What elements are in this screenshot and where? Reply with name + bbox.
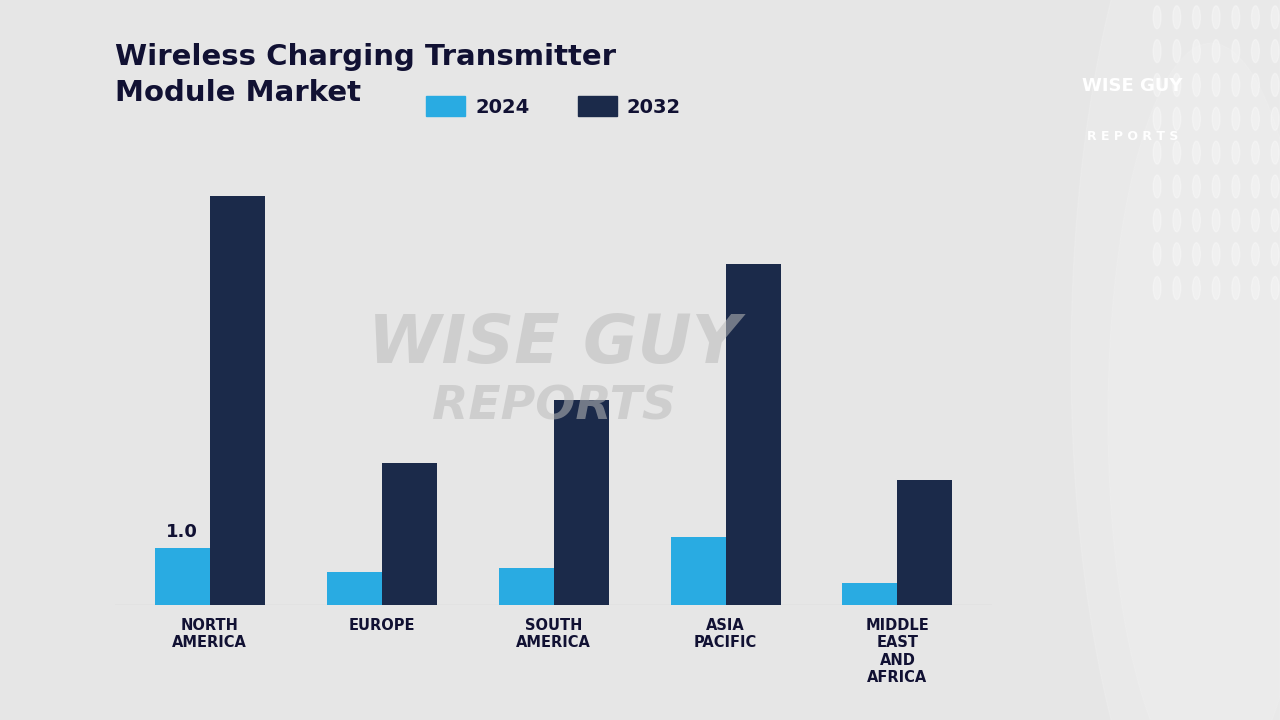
Circle shape: [1252, 107, 1260, 130]
Circle shape: [1212, 73, 1220, 96]
Circle shape: [1252, 40, 1260, 63]
Circle shape: [1153, 40, 1161, 63]
Bar: [499, 568, 554, 605]
Bar: [842, 583, 897, 605]
Circle shape: [1193, 209, 1201, 232]
Circle shape: [1193, 40, 1201, 63]
Circle shape: [1252, 276, 1260, 300]
Circle shape: [1271, 107, 1279, 130]
Circle shape: [1172, 209, 1180, 232]
Text: R E P O R T S: R E P O R T S: [1087, 130, 1178, 143]
Circle shape: [1252, 175, 1260, 198]
Circle shape: [1153, 73, 1161, 96]
Circle shape: [1212, 243, 1220, 266]
Circle shape: [1231, 73, 1240, 96]
Circle shape: [1271, 141, 1279, 164]
Circle shape: [1231, 175, 1240, 198]
Bar: [326, 572, 381, 605]
Circle shape: [1193, 175, 1201, 198]
Text: WISE GUY: WISE GUY: [1083, 77, 1183, 95]
Bar: [671, 536, 726, 605]
Circle shape: [1271, 40, 1279, 63]
Circle shape: [1271, 6, 1279, 29]
Circle shape: [1231, 107, 1240, 130]
Text: REPORTS: REPORTS: [431, 384, 676, 430]
Circle shape: [1252, 73, 1260, 96]
Circle shape: [1153, 243, 1161, 266]
Circle shape: [1271, 175, 1279, 198]
Circle shape: [1172, 6, 1180, 29]
Circle shape: [1212, 6, 1220, 29]
Circle shape: [1172, 40, 1180, 63]
Circle shape: [1231, 6, 1240, 29]
Circle shape: [1193, 243, 1201, 266]
Circle shape: [1252, 6, 1260, 29]
Circle shape: [1172, 107, 1180, 130]
Circle shape: [1212, 40, 1220, 63]
Bar: [210, 196, 265, 605]
Circle shape: [1271, 73, 1279, 96]
Bar: [554, 400, 608, 605]
Circle shape: [1193, 141, 1201, 164]
Circle shape: [1271, 276, 1279, 300]
Circle shape: [1172, 73, 1180, 96]
Circle shape: [1252, 141, 1260, 164]
Circle shape: [1231, 243, 1240, 266]
Circle shape: [1231, 141, 1240, 164]
Circle shape: [1231, 40, 1240, 63]
Circle shape: [1271, 243, 1279, 266]
Bar: [155, 548, 210, 605]
Circle shape: [1153, 6, 1161, 29]
Bar: [897, 480, 952, 605]
Circle shape: [1252, 209, 1260, 232]
Circle shape: [1193, 73, 1201, 96]
Circle shape: [1172, 243, 1180, 266]
Circle shape: [1193, 107, 1201, 130]
Circle shape: [1153, 175, 1161, 198]
Circle shape: [1212, 107, 1220, 130]
Circle shape: [1193, 276, 1201, 300]
Legend: 2024, 2032: 2024, 2032: [419, 89, 689, 125]
Circle shape: [1271, 209, 1279, 232]
Circle shape: [1172, 276, 1180, 300]
Circle shape: [1212, 209, 1220, 232]
Bar: [726, 264, 781, 605]
Circle shape: [1153, 276, 1161, 300]
Circle shape: [1172, 141, 1180, 164]
Circle shape: [1212, 141, 1220, 164]
Circle shape: [1193, 6, 1201, 29]
Circle shape: [1153, 107, 1161, 130]
Text: Wireless Charging Transmitter
Module Market: Wireless Charging Transmitter Module Mar…: [115, 43, 616, 107]
Circle shape: [1212, 175, 1220, 198]
Text: WISE GUY: WISE GUY: [367, 311, 740, 377]
Text: 1.0: 1.0: [166, 523, 198, 541]
Circle shape: [1212, 276, 1220, 300]
Bar: [381, 463, 436, 605]
Circle shape: [1231, 209, 1240, 232]
Circle shape: [1172, 175, 1180, 198]
Circle shape: [1252, 243, 1260, 266]
Circle shape: [1231, 276, 1240, 300]
Polygon shape: [1108, 43, 1280, 720]
Circle shape: [1153, 141, 1161, 164]
Circle shape: [1153, 209, 1161, 232]
